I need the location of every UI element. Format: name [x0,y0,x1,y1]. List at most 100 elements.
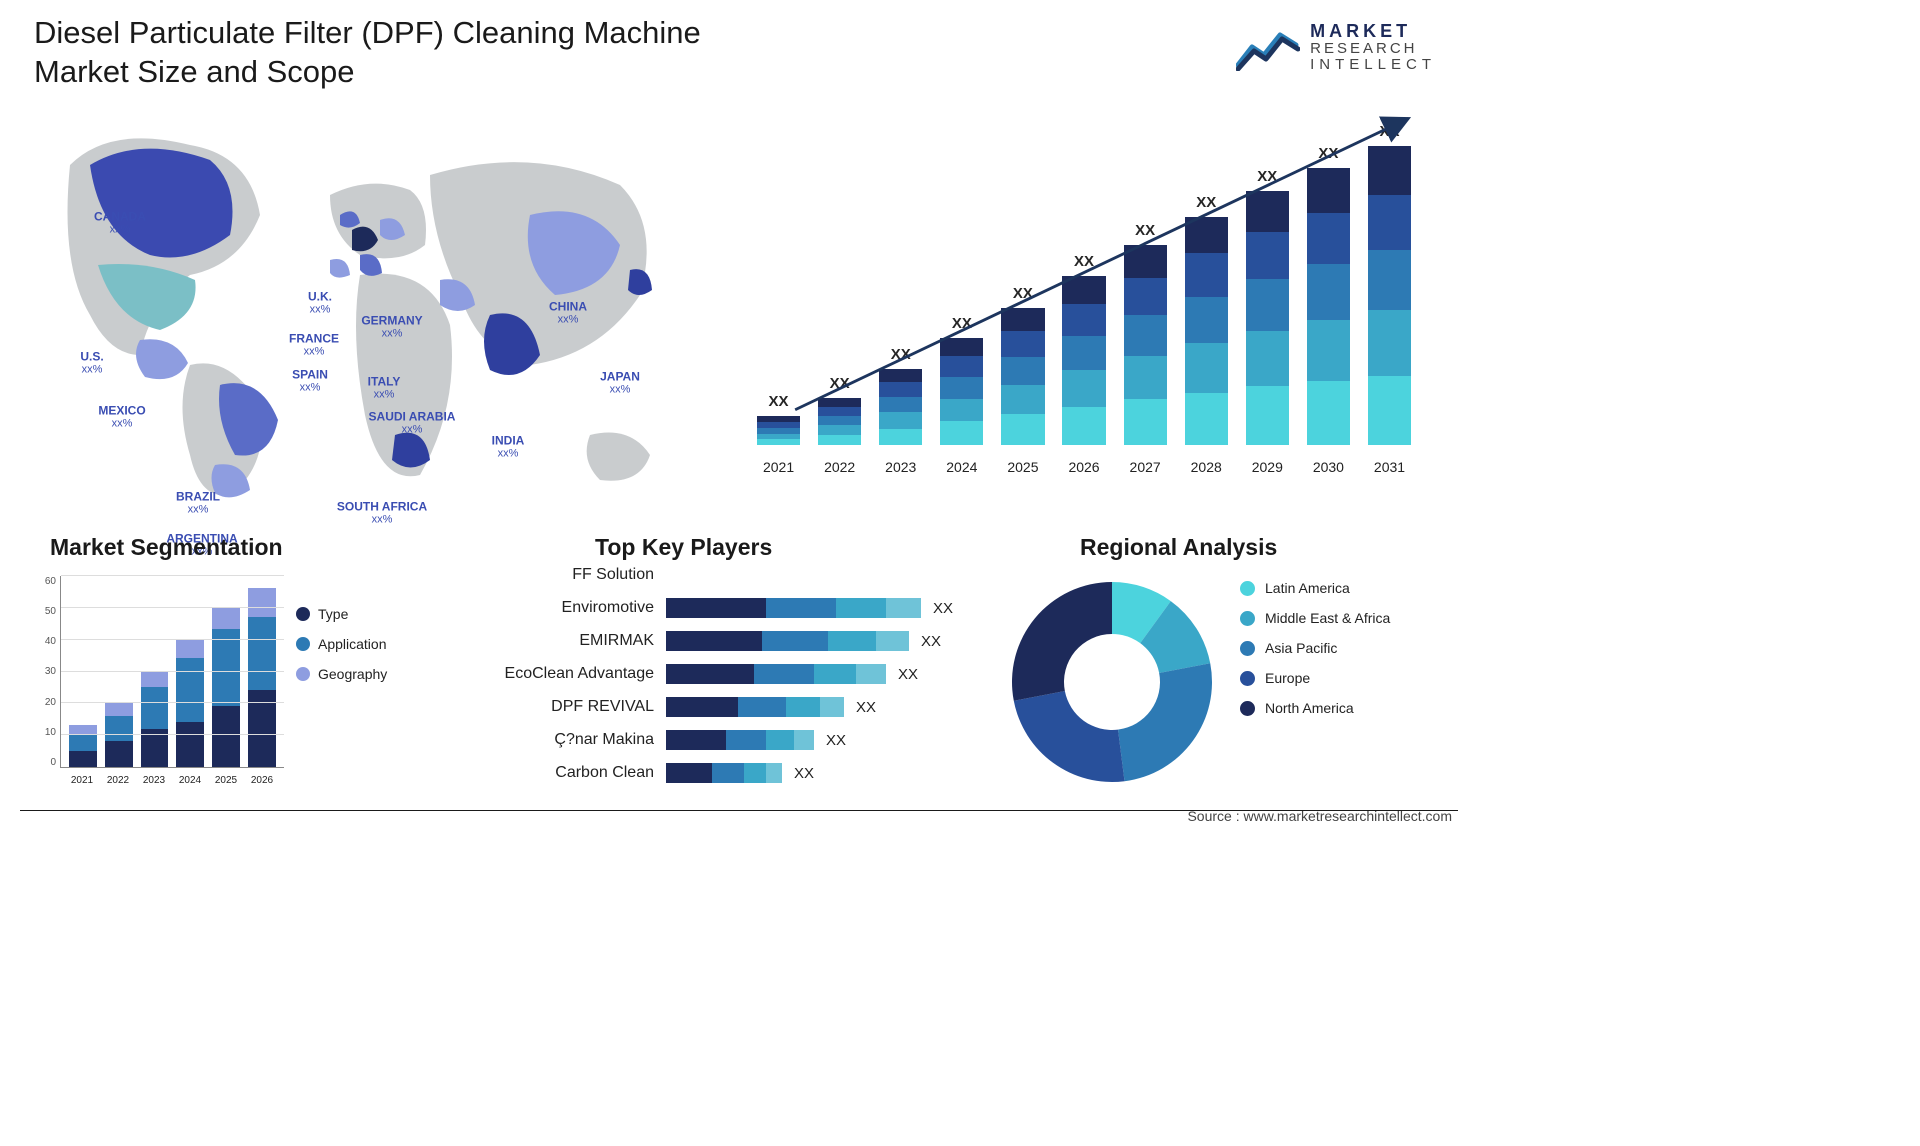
bar-segment [1062,276,1105,304]
bar-value-label: XX [1379,123,1399,140]
seg-bar-segment [176,658,204,722]
bar-segment [1062,370,1105,407]
map-label: SOUTH AFRICAxx% [337,500,427,525]
bar-column: XX [1304,145,1353,445]
logo-line2: RESEARCH [1310,41,1436,57]
bar-segment [940,377,983,399]
y-tick: 40 [34,636,56,647]
bar-segment [1307,213,1350,264]
player-bar [666,598,921,618]
x-tick: 2024 [176,775,204,786]
player-value: XX [921,633,941,650]
seg-bar-segment [176,722,204,767]
player-bar-segment [876,631,909,651]
legend-item: Geography [296,666,387,682]
seg-bar-segment [69,735,97,751]
player-bar-segment [820,697,844,717]
seg-bar-segment [141,687,169,729]
bar-segment [818,398,861,407]
bar-segment [1246,331,1289,386]
legend-item: North America [1240,700,1390,716]
bar-segment [1062,336,1105,370]
x-tick: 2023 [876,459,925,475]
x-tick: 2026 [248,775,276,786]
x-tick: 2025 [212,775,240,786]
legend-item: Asia Pacific [1240,640,1390,656]
world-map: CANADAxx%U.S.xx%MEXICOxx%BRAZILxx%ARGENT… [30,105,680,505]
seg-bar-segment [141,671,169,687]
bar-segment [818,407,861,416]
seg-bar-column [141,671,169,767]
player-row: Carbon CleanXX [474,760,974,786]
seg-bar-segment [212,607,240,629]
regional-heading: Regional Analysis [1080,534,1277,561]
bar-segment [1368,310,1411,375]
player-row: EcoClean Advantage XX [474,661,974,687]
map-label: CANADAxx% [94,210,146,235]
map-label: U.K.xx% [308,290,332,315]
x-tick: 2021 [68,775,96,786]
x-tick: 2022 [815,459,864,475]
bar-column: XX [1365,123,1414,445]
seg-bar-segment [176,639,204,658]
bar-segment [818,435,861,445]
legend-item: Middle East & Africa [1240,610,1390,626]
bar-segment [879,412,922,428]
bar-segment [940,421,983,445]
bar-value-label: XX [1135,222,1155,239]
bar-column: XX [815,375,864,445]
x-tick: 2027 [1121,459,1170,475]
x-tick: 2023 [140,775,168,786]
bar-segment [1185,393,1228,445]
map-label: GERMANYxx% [361,314,422,339]
bar-segment [1368,195,1411,250]
bar-segment [1001,414,1044,445]
x-tick: 2028 [1182,459,1231,475]
seg-bar-segment [105,703,133,716]
map-label: SPAINxx% [292,368,328,393]
legend-item: Application [296,636,387,652]
bar-segment [1185,343,1228,393]
bar-value-label: XX [1013,285,1033,302]
player-bar [666,730,814,750]
player-bar-segment [744,763,766,783]
bar-column: XX [876,346,925,445]
logo-mark-icon [1236,23,1300,71]
logo-line1: MARKET [1310,22,1436,41]
x-tick: 2022 [104,775,132,786]
player-bar-segment [762,631,828,651]
player-bar-segment [738,697,786,717]
bar-segment [879,397,922,413]
player-value: XX [898,666,918,683]
bar-segment [757,439,800,445]
bar-column: XX [1243,168,1292,445]
player-bar-segment [794,730,814,750]
x-tick: 2026 [1059,459,1108,475]
player-bar-segment [666,598,766,618]
map-label: FRANCExx% [289,332,339,357]
regional-legend: Latin AmericaMiddle East & AfricaAsia Pa… [1240,580,1390,730]
bar-column: XX [937,315,986,445]
bar-value-label: XX [1074,253,1094,270]
bar-segment [1124,315,1167,356]
player-bar-segment [666,664,754,684]
seg-bar-segment [105,741,133,767]
bar-segment [879,429,922,445]
bar-segment [879,369,922,382]
players-chart: FF SolutionEnviromotiveXXEMIRMAKXXEcoCle… [474,562,974,793]
player-bar [666,697,844,717]
y-tick: 0 [34,757,56,768]
y-tick: 30 [34,666,56,677]
seg-bar-segment [105,716,133,742]
player-bar-segment [666,763,712,783]
map-label: INDIAxx% [492,434,525,459]
bar-column: XX [1059,253,1108,445]
bar-value-label: XX [769,393,789,410]
bar-segment [1246,279,1289,330]
donut-slice [1012,582,1112,701]
player-name: Ç?nar Makina [474,731,666,749]
player-name: EcoClean Advantage [474,665,666,683]
seg-bar-column [69,725,97,767]
bar-segment [940,338,983,356]
player-bar-segment [666,730,726,750]
